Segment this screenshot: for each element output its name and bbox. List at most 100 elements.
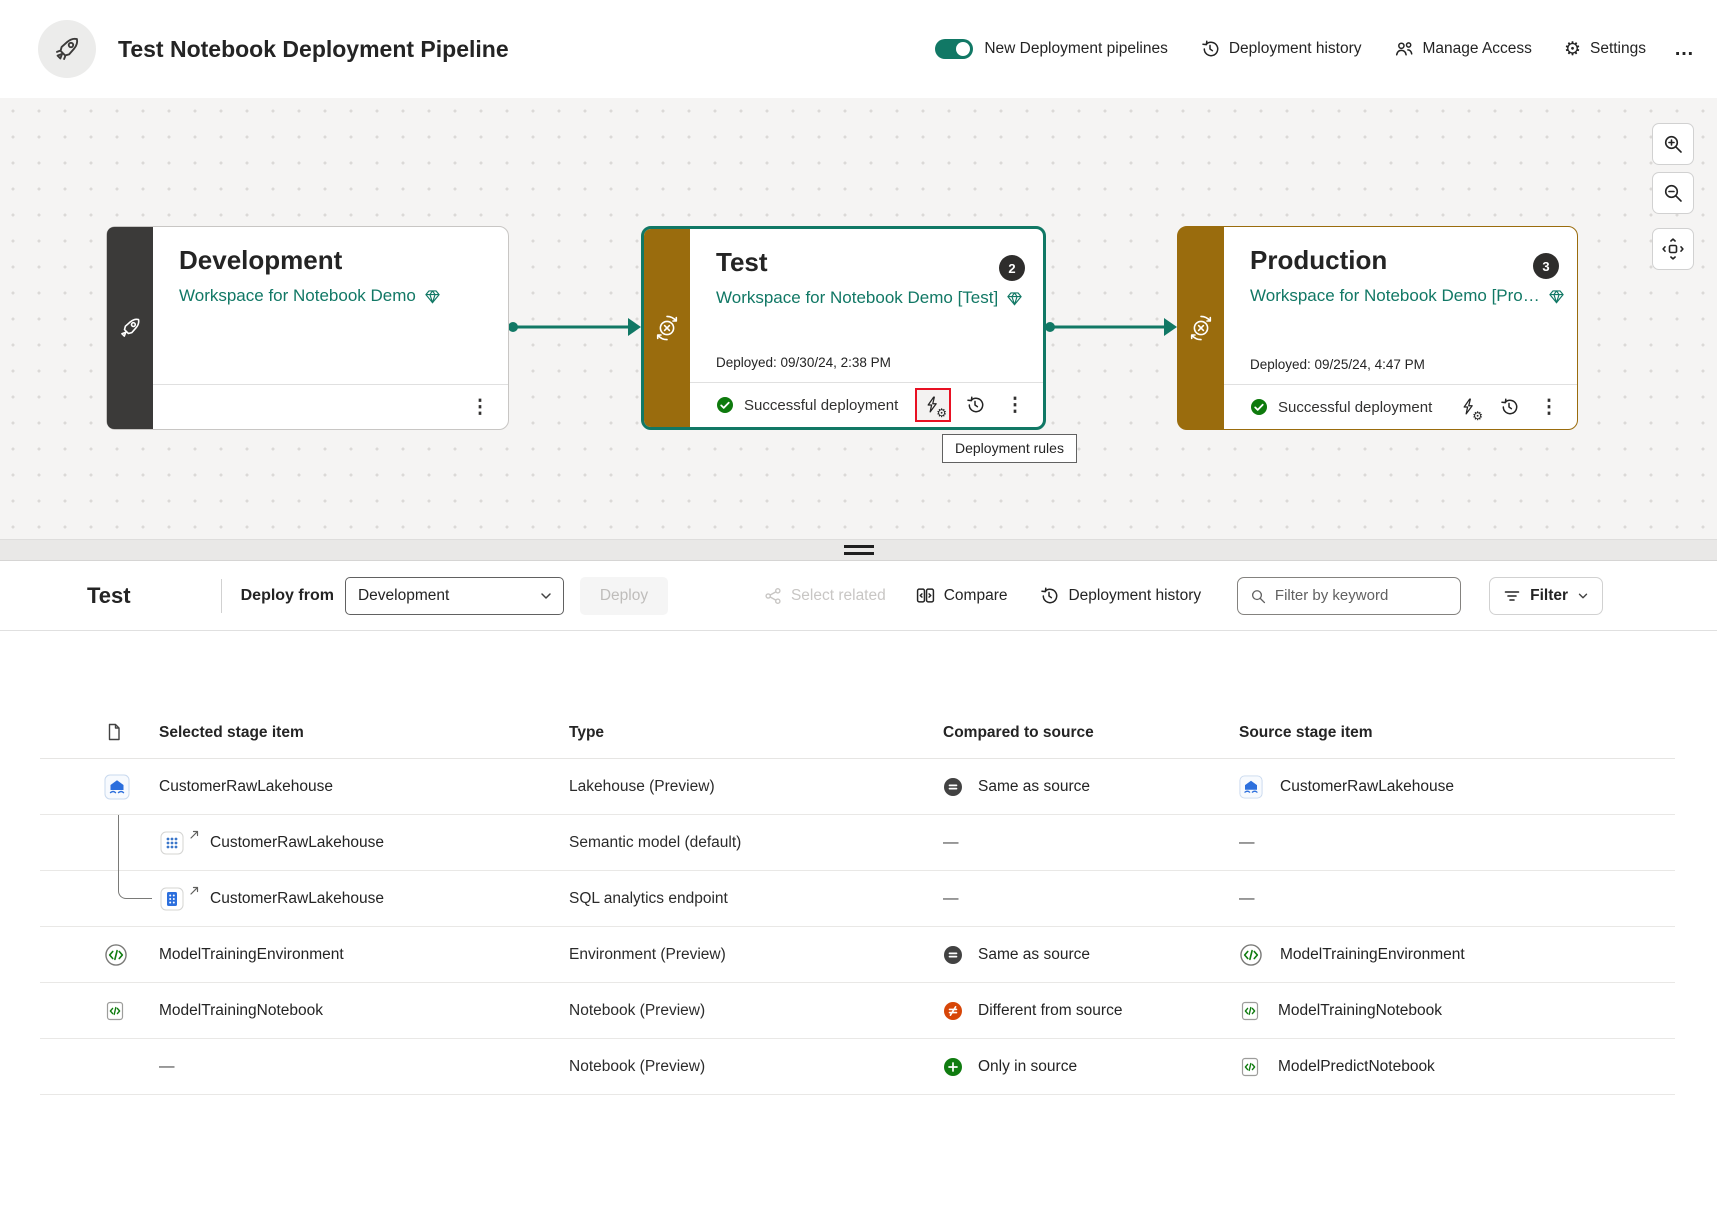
fit-to-view-button[interactable] xyxy=(1652,228,1694,270)
stage-more-button[interactable]: ⋮ xyxy=(999,389,1031,421)
source-item-name: ModelTrainingNotebook xyxy=(1278,1001,1442,1019)
history-icon xyxy=(967,396,984,413)
shortcut-arrow-icon xyxy=(189,827,200,845)
different-from-source-icon xyxy=(944,1001,962,1020)
stage-items-table: Selected stage item Type Compared to sou… xyxy=(40,631,1675,1095)
item-type: Semantic model (default) xyxy=(569,833,742,851)
source-item-name: ModelPredictNotebook xyxy=(1278,1057,1435,1075)
zoom-in-icon xyxy=(1664,135,1682,153)
select-related-button[interactable]: Select related xyxy=(764,587,886,605)
premium-diamond-icon xyxy=(1007,292,1022,305)
new-pipelines-toggle[interactable]: New Deployment pipelines xyxy=(935,39,1168,59)
notebook-icon xyxy=(1241,1001,1259,1020)
compare-toolbar: Test Deploy from Development Deploy Sele… xyxy=(0,561,1717,631)
deploy-from-label: Deploy from xyxy=(240,586,334,604)
more-vertical-icon: ⋮ xyxy=(470,396,490,418)
table-row[interactable]: — Notebook (Preview) Only in source Mode… xyxy=(40,1039,1675,1095)
source-item-name: CustomerRawLakehouse xyxy=(1280,777,1455,795)
deployment-rules-button[interactable]: ⚙ xyxy=(1453,391,1485,423)
column-header-type: Type xyxy=(569,724,605,741)
zoom-in-button[interactable] xyxy=(1652,123,1694,165)
premium-diamond-icon xyxy=(1549,290,1564,303)
deployment-rules-icon xyxy=(927,396,937,413)
selected-stage-title: Test xyxy=(87,582,131,608)
stage-more-button[interactable]: ⋮ xyxy=(1533,391,1565,423)
toggle-label: New Deployment pipelines xyxy=(984,40,1168,57)
workspace-link[interactable]: Workspace for Notebook Demo [Test] xyxy=(716,288,1023,308)
tree-connector-line xyxy=(118,815,119,870)
deployment-rules-icon xyxy=(1463,398,1473,415)
lakehouse-icon xyxy=(1239,774,1263,799)
stage-name: Production xyxy=(1250,245,1388,275)
toggle-switch-icon[interactable] xyxy=(935,39,974,59)
semantic-model-icon xyxy=(160,831,184,854)
canvas-zoom-controls xyxy=(1652,123,1694,277)
item-type: Lakehouse (Preview) xyxy=(569,777,715,795)
deployment-rules-button[interactable]: ⚙ xyxy=(915,388,951,422)
column-header-source: Source stage item xyxy=(1239,724,1373,741)
stage-card-production[interactable]: 3 Production Workspace for Notebook Demo… xyxy=(1177,226,1578,430)
stage-sync-icon xyxy=(1190,315,1212,341)
deploy-from-dropdown[interactable]: Development xyxy=(344,576,564,615)
lakehouse-icon xyxy=(104,774,130,800)
keyword-filter-searchbox[interactable] xyxy=(1237,576,1462,615)
gear-icon: ⚙ xyxy=(1563,38,1581,60)
column-header-selected: Selected stage item xyxy=(159,724,304,741)
workspace-link[interactable]: Workspace for Notebook Demo [Pro… xyxy=(1250,286,1565,306)
shortcut-arrow-icon xyxy=(189,883,200,901)
more-options-icon[interactable]: … xyxy=(1674,37,1695,60)
tree-connector-elbow xyxy=(118,870,152,899)
history-icon xyxy=(1041,586,1058,603)
deployment-history-button[interactable]: Deployment history xyxy=(1039,586,1201,606)
item-name: CustomerRawLakehouse xyxy=(210,889,385,907)
keyword-filter-input[interactable] xyxy=(1274,587,1451,604)
splitter-handle-icon[interactable] xyxy=(843,545,874,555)
toolbar-divider xyxy=(220,578,222,613)
history-icon xyxy=(1501,398,1518,415)
success-check-icon xyxy=(1251,399,1267,415)
item-type: Notebook (Preview) xyxy=(569,1001,706,1019)
settings-button[interactable]: ⚙ Settings xyxy=(1563,38,1646,60)
item-count-badge: 2 xyxy=(999,255,1025,281)
item-name: CustomerRawLakehouse xyxy=(210,833,385,851)
document-icon xyxy=(108,723,120,741)
stage-card-test[interactable]: 2 Test Workspace for Notebook Demo [Test… xyxy=(641,226,1046,430)
compare-button[interactable]: Compare xyxy=(916,586,1007,605)
item-name: — xyxy=(159,1057,175,1075)
manage-access-button[interactable]: Manage Access xyxy=(1394,39,1532,59)
table-row[interactable]: CustomerRawLakehouse SQL analytics endpo… xyxy=(40,870,1675,927)
compared-status: Same as source xyxy=(978,945,1090,963)
deployment-history-button[interactable]: Deployment history xyxy=(1200,39,1362,59)
table-row[interactable]: CustomerRawLakehouse Lakehouse (Preview)… xyxy=(40,759,1675,815)
compared-status: — xyxy=(943,889,959,907)
deploy-button[interactable]: Deploy xyxy=(579,576,668,615)
stage-band xyxy=(1178,227,1224,429)
filter-button[interactable]: Filter xyxy=(1489,576,1604,615)
zoom-out-button[interactable] xyxy=(1652,172,1694,214)
compared-status: — xyxy=(943,833,959,851)
environment-icon xyxy=(1240,943,1262,966)
rocket-icon xyxy=(121,318,140,337)
item-name: CustomerRawLakehouse xyxy=(159,777,334,795)
stage-card-development[interactable]: Development Workspace for Notebook Demo … xyxy=(106,226,509,430)
fit-to-view-icon xyxy=(1662,238,1684,260)
table-row[interactable]: ModelTrainingNotebook Notebook (Preview)… xyxy=(40,983,1675,1039)
stage-footer: Successful deployment ⚙ ⋮ xyxy=(1224,384,1577,429)
stage-footer: ⋮ xyxy=(153,384,508,429)
compared-status: Different from source xyxy=(978,1001,1123,1019)
notebook-icon xyxy=(1241,1057,1259,1076)
stage-history-button[interactable] xyxy=(959,389,991,421)
stage-name: Development xyxy=(179,245,343,275)
table-row[interactable]: CustomerRawLakehouse Semantic model (def… xyxy=(40,815,1675,871)
table-header-row: Selected stage item Type Compared to sou… xyxy=(40,631,1675,759)
app-header: Test Notebook Deployment Pipeline New De… xyxy=(0,0,1717,98)
zoom-out-icon xyxy=(1664,184,1682,202)
item-count-badge: 3 xyxy=(1533,253,1559,279)
workspace-link[interactable]: Workspace for Notebook Demo xyxy=(179,286,441,306)
item-type: Environment (Preview) xyxy=(569,945,726,963)
panel-splitter xyxy=(0,539,1717,561)
stage-more-button[interactable]: ⋮ xyxy=(464,391,496,423)
column-header-compared: Compared to source xyxy=(943,724,1094,741)
stage-history-button[interactable] xyxy=(1493,391,1525,423)
table-row[interactable]: ModelTrainingEnvironment Environment (Pr… xyxy=(40,927,1675,983)
